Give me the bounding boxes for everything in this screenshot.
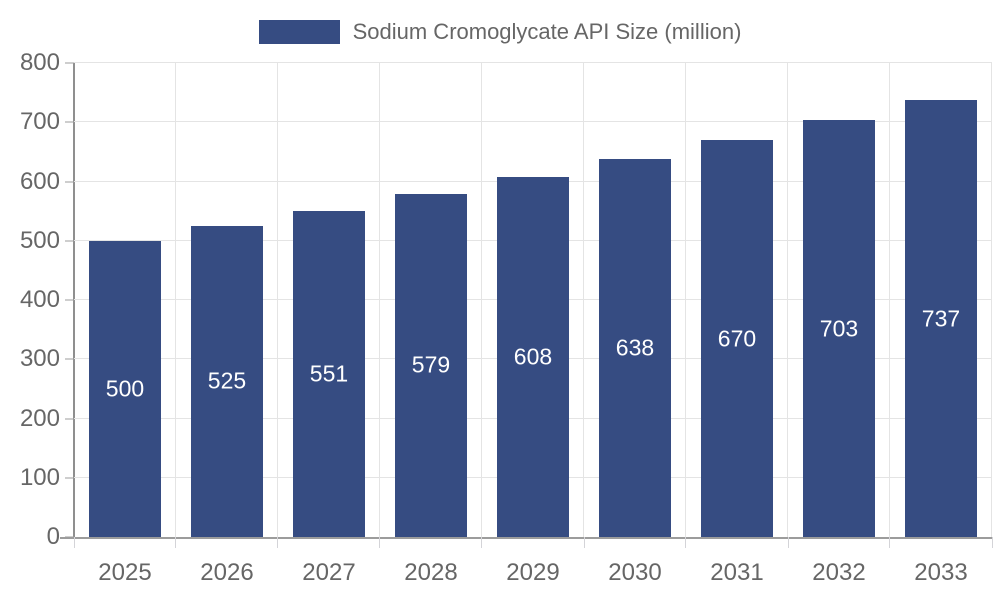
bar-value-label: 608 xyxy=(513,343,553,370)
bar-value-label: 500 xyxy=(105,375,145,402)
vertical-gridline xyxy=(684,63,686,537)
bar-2030[interactable]: 638 xyxy=(598,159,672,537)
y-axis-tick xyxy=(65,299,74,301)
bar-value-label: 551 xyxy=(309,360,349,387)
bar-value-label: 638 xyxy=(615,334,655,361)
x-axis-tick xyxy=(379,537,381,548)
bar-value-label: 670 xyxy=(717,325,757,352)
y-tick-label: 0 xyxy=(46,523,60,550)
bar-2031[interactable]: 670 xyxy=(700,140,774,537)
x-tick-label: 2032 xyxy=(812,559,866,586)
x-axis-tick xyxy=(889,537,891,548)
vertical-gridline xyxy=(991,63,992,537)
bar-slot: 551 xyxy=(278,63,380,537)
bar-2025[interactable]: 500 xyxy=(88,240,162,537)
x-tick-label: 2033 xyxy=(914,559,968,586)
bar-slot: 638 xyxy=(584,63,686,537)
y-tick-label: 700 xyxy=(19,108,60,136)
bar-2032[interactable]: 703 xyxy=(802,120,876,537)
legend-label: Sodium Cromoglycate API Size (million) xyxy=(352,19,742,44)
y-axis-tick xyxy=(65,121,74,123)
bar-slot: 703 xyxy=(788,63,890,537)
legend-swatch-icon xyxy=(258,20,340,44)
y-axis-tick xyxy=(65,536,74,538)
bar-2033[interactable]: 737 xyxy=(904,100,978,537)
x-tick-label: 2031 xyxy=(710,559,764,586)
bar-2028[interactable]: 579 xyxy=(394,193,468,537)
bar-value-label: 579 xyxy=(411,351,451,378)
y-axis-line xyxy=(73,63,75,537)
bar-2027[interactable]: 551 xyxy=(292,210,366,537)
vertical-gridline xyxy=(276,63,278,537)
y-tick-label: 200 xyxy=(19,404,60,432)
vertical-gridline xyxy=(174,63,176,537)
bar-slot: 500 xyxy=(74,63,176,537)
vertical-gridline xyxy=(378,63,380,537)
y-tick-label: 100 xyxy=(19,463,60,491)
vertical-gridline xyxy=(787,63,788,537)
x-tick-label: 2026 xyxy=(200,559,254,586)
x-tick-label: 2029 xyxy=(506,559,560,586)
y-tick-label: 600 xyxy=(19,167,60,195)
x-axis-tick xyxy=(787,537,789,548)
x-axis-tick xyxy=(481,537,483,548)
y-tick-label: 300 xyxy=(19,345,60,373)
y-axis-tick xyxy=(65,240,74,242)
bar-value-label: 737 xyxy=(921,305,961,332)
x-tick-label: 2027 xyxy=(302,559,356,586)
horizontal-gridline xyxy=(74,121,992,123)
y-tick-label: 800 xyxy=(19,49,60,76)
bar-2029[interactable]: 608 xyxy=(496,176,570,537)
bar-slot: 608 xyxy=(482,63,584,537)
vertical-gridline xyxy=(480,63,482,537)
y-axis-tick xyxy=(65,358,74,360)
x-axis-line xyxy=(60,537,992,539)
y-axis-tick xyxy=(65,181,74,182)
x-axis-tick xyxy=(277,537,279,548)
x-axis-tick xyxy=(175,537,177,548)
plot-area: 500 525 551 579 608 638 670 703 737 xyxy=(60,62,993,548)
y-axis-tick xyxy=(65,418,74,419)
bar-slot: 737 xyxy=(890,63,992,537)
x-tick-label: 2025 xyxy=(98,559,152,586)
bar-value-label: 703 xyxy=(819,315,859,342)
bar-slot: 525 xyxy=(176,63,278,537)
legend[interactable]: Sodium Cromoglycate API Size (million) xyxy=(0,18,1000,46)
horizontal-gridline xyxy=(74,62,992,63)
x-axis-tick xyxy=(73,537,75,548)
bar-value-label: 525 xyxy=(207,367,247,394)
vertical-gridline xyxy=(583,63,584,537)
x-axis-tick xyxy=(685,537,687,548)
x-axis-tick xyxy=(991,537,993,548)
x-axis-tick xyxy=(583,537,585,548)
y-axis-tick xyxy=(65,62,74,64)
x-tick-label: 2030 xyxy=(608,559,662,586)
vertical-gridline xyxy=(888,63,890,537)
y-axis-tick xyxy=(65,477,74,479)
bar-slot: 670 xyxy=(686,63,788,537)
bar-2026[interactable]: 525 xyxy=(190,225,264,537)
y-tick-label: 500 xyxy=(19,226,60,254)
y-tick-label: 400 xyxy=(19,286,60,313)
bar-slot: 579 xyxy=(380,63,482,537)
x-tick-label: 2028 xyxy=(404,559,458,586)
